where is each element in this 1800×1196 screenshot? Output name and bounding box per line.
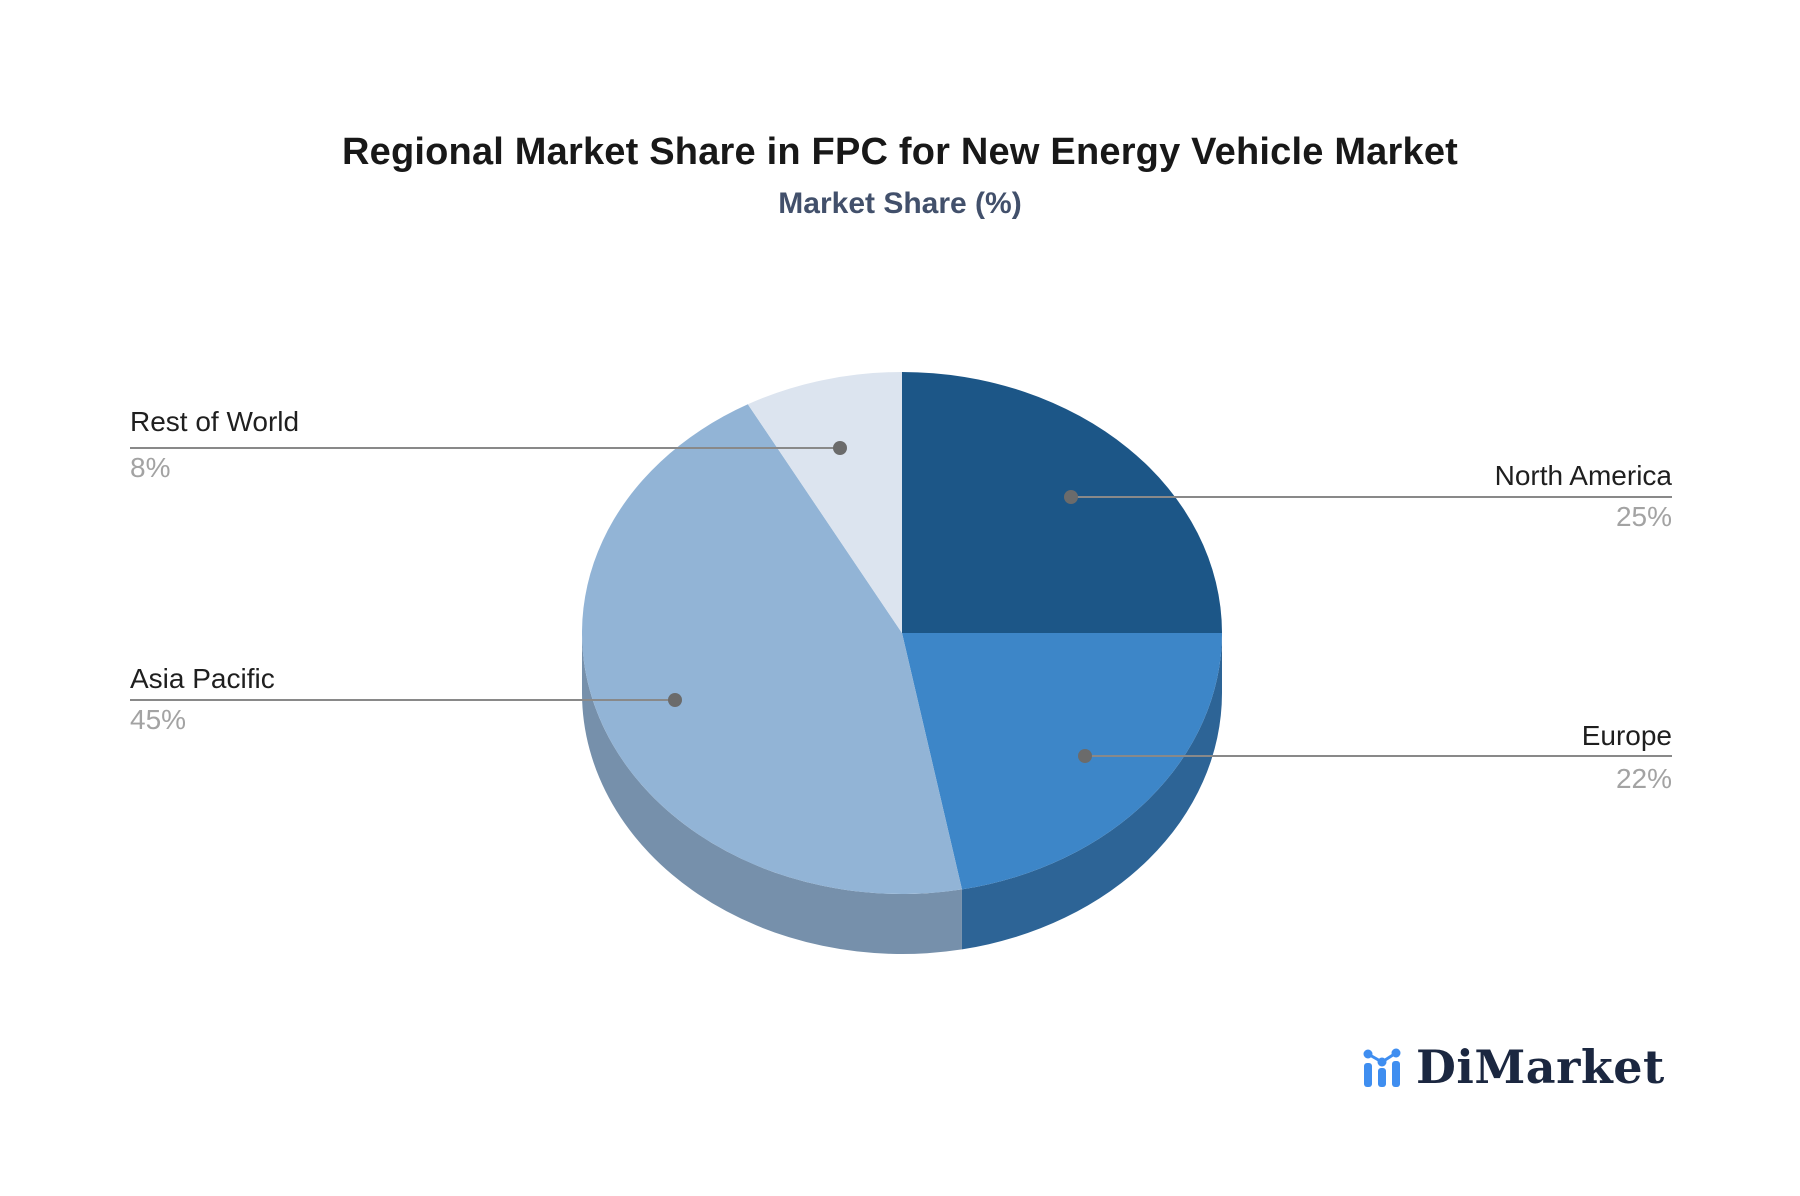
- chart-title: Regional Market Share in FPC for New Ene…: [341, 131, 1459, 173]
- leader-dot-europe: [1078, 749, 1092, 763]
- chart-subtitle: Market Share (%): [778, 187, 1022, 220]
- bar-line-chart-icon: [1363, 1048, 1401, 1087]
- pie-slice-north-america[interactable]: [902, 372, 1222, 633]
- pie-slice-europe[interactable]: [902, 633, 1222, 890]
- leader-dot-north-america: [1064, 490, 1078, 504]
- segment-label-europe: Europe: [1581, 720, 1672, 751]
- leader-dot-asia-pacific: [668, 693, 682, 707]
- pie-side-asia-pacific: [582, 633, 962, 954]
- segment-value-asia-pacific: 45%: [130, 704, 187, 735]
- brand-logo-text: DiMarket: [1416, 1040, 1665, 1094]
- segment-label-asia-pacific: Asia Pacific: [130, 663, 275, 694]
- segment-value-europe: 22%: [1615, 763, 1672, 794]
- segment-label-rest-of-world: Rest of World: [130, 406, 300, 437]
- pie-slice-rest-of-world[interactable]: [747, 372, 902, 633]
- pie-side-europe: [961, 633, 1222, 950]
- segment-label-north-america: North America: [1494, 460, 1672, 491]
- pie-slice-asia-pacific[interactable]: [582, 404, 962, 894]
- segment-value-north-america: 25%: [1615, 501, 1672, 532]
- brand-logo: DiMarket: [1360, 1038, 1700, 1098]
- leader-dot-rest-of-world: [833, 441, 847, 455]
- segment-value-rest-of-world: 8%: [130, 452, 171, 483]
